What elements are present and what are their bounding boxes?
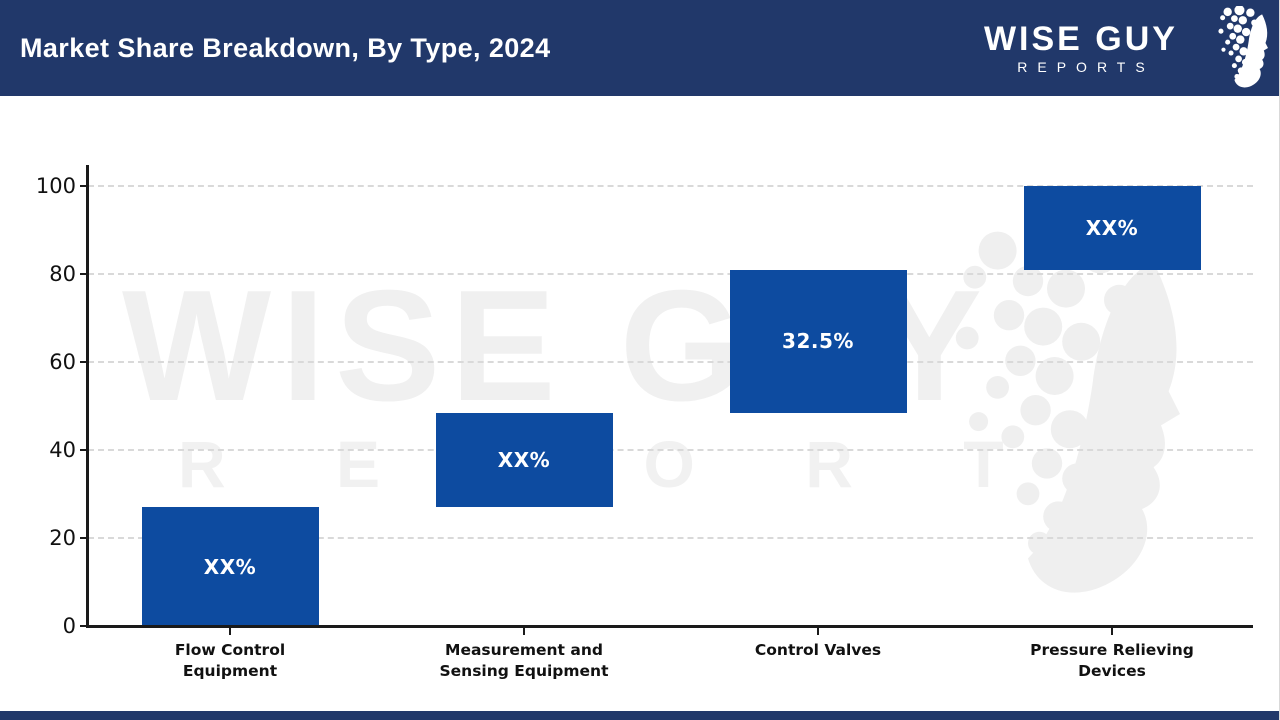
bar-value-label: XX%	[203, 554, 257, 579]
gridline-100	[88, 185, 1253, 187]
y-tick-label-100: 100	[35, 174, 76, 198]
bar-segment: 32.5%	[729, 269, 907, 413]
category-label: Measurement and Sensing Equipment	[439, 641, 609, 680]
y-axis-spine	[86, 165, 89, 628]
bar-segment: XX%	[141, 507, 319, 626]
gridline-80	[88, 273, 1253, 275]
y-tick-label-60: 60	[49, 350, 76, 374]
y-tick-0	[80, 625, 88, 627]
x-tick	[1111, 627, 1113, 635]
bar-value-label: 32.5%	[782, 329, 854, 354]
gridline-60	[88, 361, 1253, 363]
y-tick-20	[80, 537, 88, 539]
y-tick-80	[80, 273, 88, 275]
x-axis-spine	[86, 625, 1253, 628]
bar-value-label: XX%	[497, 447, 551, 472]
brand-subname: REPORTS	[1017, 59, 1155, 75]
category-label: Control Valves	[754, 641, 882, 659]
x-tick	[229, 627, 231, 635]
brand-logo: WISE GUY REPORTS	[983, 6, 1279, 90]
y-tick-60	[80, 361, 88, 363]
gridline-40	[88, 449, 1253, 451]
footer-bar	[0, 711, 1279, 720]
y-tick-label-80: 80	[49, 262, 76, 286]
bar-value-label: XX%	[1085, 215, 1139, 240]
bar-segment: XX%	[1023, 186, 1201, 270]
y-tick-label-20: 20	[49, 526, 76, 550]
x-tick	[817, 627, 819, 635]
gridline-20	[88, 537, 1253, 539]
brand-name: WISE GUY	[983, 20, 1178, 58]
category-label: Flow Control Equipment	[174, 641, 286, 680]
y-tick-label-40: 40	[49, 438, 76, 462]
chart-title: Market Share Breakdown, By Type, 2024	[20, 32, 551, 63]
y-tick-label-0: 0	[62, 614, 76, 638]
y-tick-100	[80, 185, 88, 187]
y-tick-40	[80, 449, 88, 451]
x-tick	[523, 627, 525, 635]
category-label: Pressure Relieving Devices	[1030, 641, 1194, 680]
bar-segment: XX%	[435, 412, 613, 508]
header-bar: Market Share Breakdown, By Type, 2024 WI…	[0, 0, 1279, 96]
